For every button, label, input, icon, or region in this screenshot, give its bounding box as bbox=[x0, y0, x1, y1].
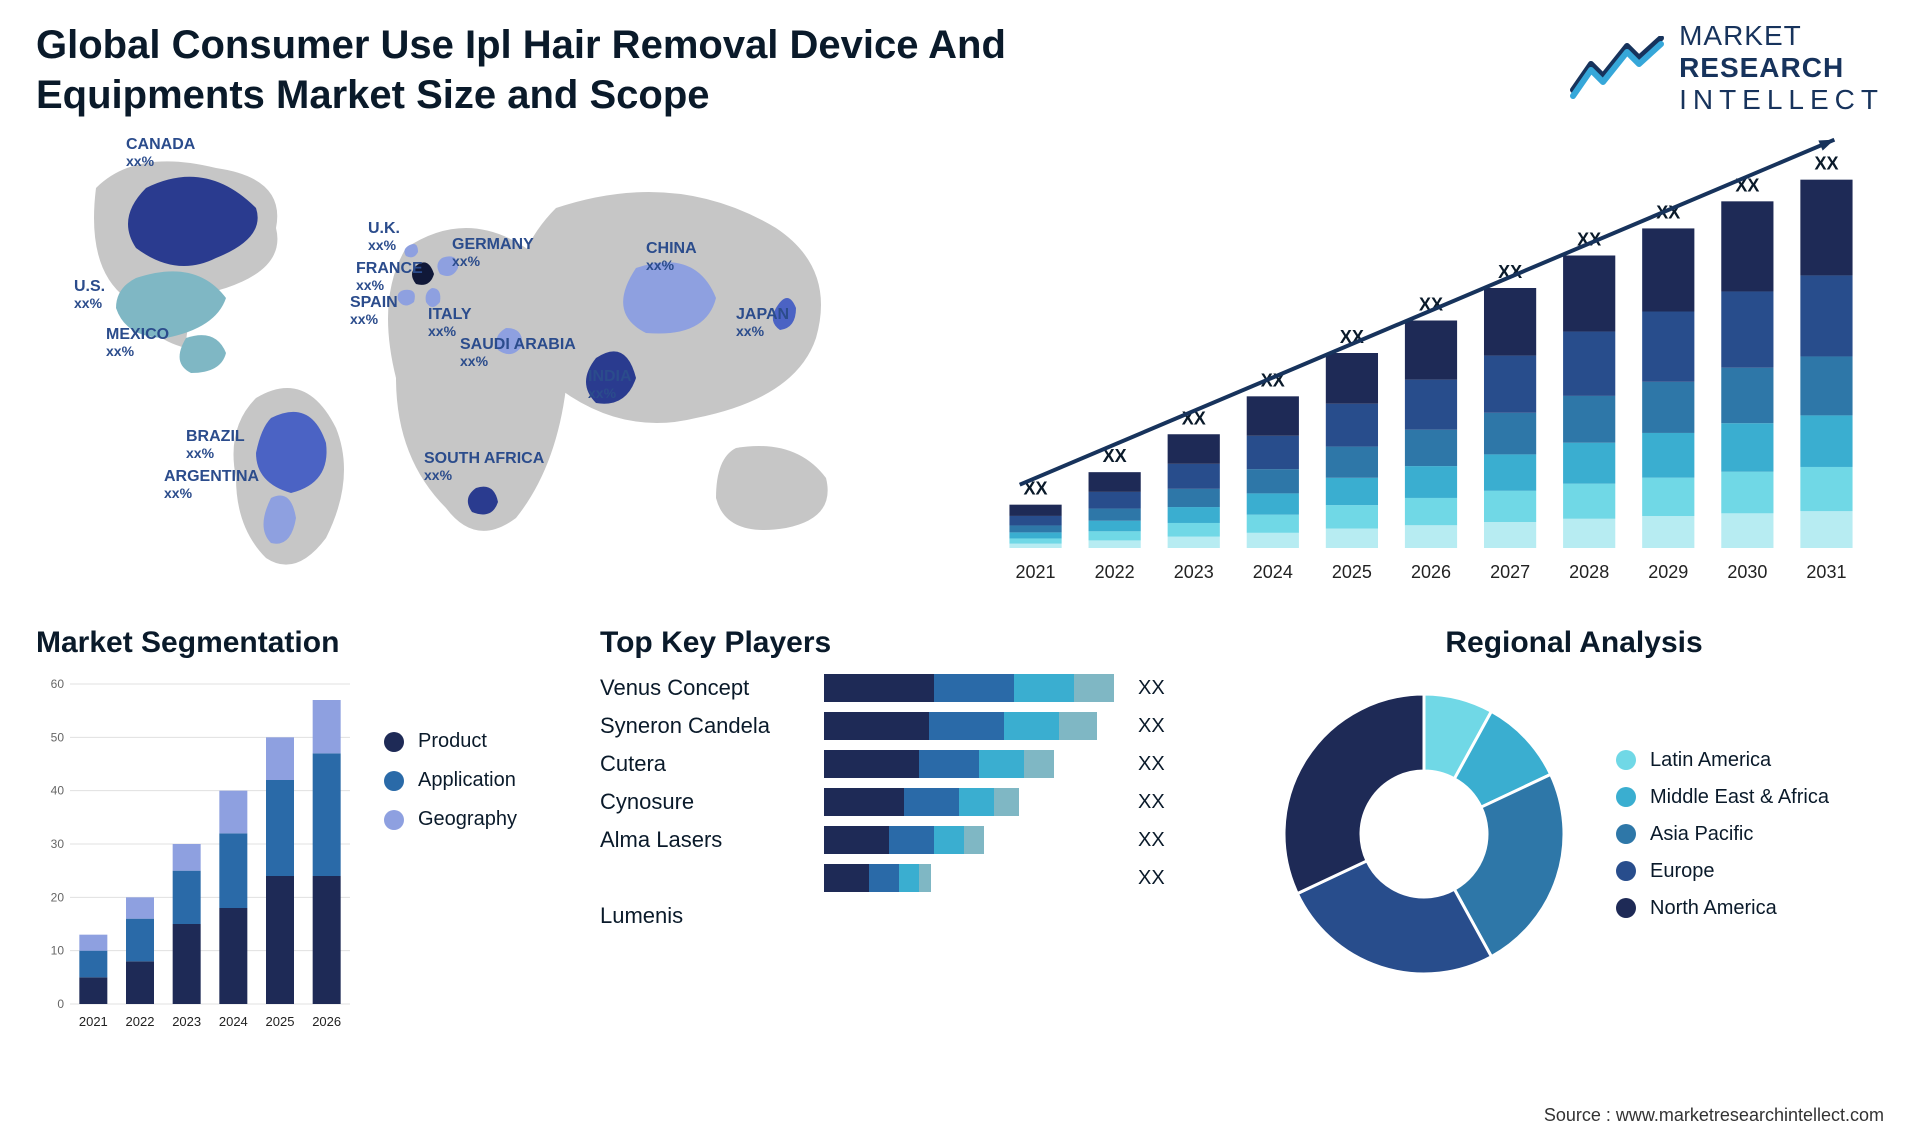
svg-text:2023: 2023 bbox=[172, 1014, 201, 1029]
segmentation-title: Market Segmentation bbox=[36, 626, 556, 660]
player-bar bbox=[824, 674, 1124, 702]
map-label: U.K.xx% bbox=[368, 220, 400, 253]
player-name: Venus Concept bbox=[600, 675, 810, 701]
player-bar bbox=[824, 826, 1124, 854]
player-name: Syneron Candela bbox=[600, 713, 810, 739]
player-value: XX bbox=[1138, 829, 1188, 852]
brand-logo: MARKET RESEARCH INTELLECT bbox=[1569, 20, 1884, 116]
players-title: Top Key Players bbox=[600, 626, 1220, 660]
legend-item: Europe bbox=[1616, 860, 1829, 883]
legend-item: Latin America bbox=[1616, 749, 1829, 772]
player-name: Alma Lasers bbox=[600, 827, 810, 853]
legend-item: Product bbox=[384, 730, 517, 753]
map-label: JAPANxx% bbox=[736, 306, 789, 339]
map-label: CHINAxx% bbox=[646, 240, 697, 273]
svg-text:2025: 2025 bbox=[1332, 562, 1372, 582]
legend-item: Application bbox=[384, 769, 517, 792]
map-label: INDIAxx% bbox=[588, 368, 632, 401]
segmentation-legend: Product Application Geography bbox=[384, 714, 517, 847]
legend-item: North America bbox=[1616, 897, 1829, 920]
svg-text:40: 40 bbox=[51, 784, 65, 798]
legend-item: Geography bbox=[384, 808, 517, 831]
svg-text:20: 20 bbox=[51, 890, 65, 904]
regional-panel: Regional Analysis Latin America Middle Ea… bbox=[1264, 626, 1884, 1086]
regional-legend: Latin America Middle East & Africa Asia Pa… bbox=[1616, 735, 1829, 934]
svg-text:2023: 2023 bbox=[1174, 562, 1214, 582]
segmentation-panel: Market Segmentation 0 10 20 30 40 50 60 2021 202… bbox=[36, 626, 556, 1086]
page-title: Global Consumer Use Ipl Hair Removal Dev… bbox=[36, 20, 1086, 120]
svg-text:30: 30 bbox=[51, 837, 65, 851]
svg-text:2026: 2026 bbox=[312, 1014, 341, 1029]
map-label: CANADAxx% bbox=[126, 136, 195, 169]
svg-text:2024: 2024 bbox=[1253, 562, 1293, 582]
player-row: Syneron Candela XX bbox=[600, 712, 1220, 740]
player-bar bbox=[824, 712, 1124, 740]
regional-donut bbox=[1264, 674, 1584, 994]
map-label: ARGENTINAxx% bbox=[164, 468, 259, 501]
player-value: XX bbox=[1138, 867, 1188, 890]
map-label: SPAINxx% bbox=[350, 294, 398, 327]
svg-text:2025: 2025 bbox=[266, 1014, 295, 1029]
logo-text-1: MARKET bbox=[1679, 20, 1884, 52]
map-label: SAUDI ARABIAxx% bbox=[460, 336, 576, 369]
svg-text:2028: 2028 bbox=[1569, 562, 1609, 582]
svg-text:2021: 2021 bbox=[1016, 562, 1056, 582]
player-name: Lumenis bbox=[600, 903, 810, 929]
player-row: XX bbox=[600, 864, 1220, 892]
player-value: XX bbox=[1138, 715, 1188, 738]
svg-text:XX: XX bbox=[1814, 154, 1838, 174]
svg-text:2022: 2022 bbox=[126, 1014, 155, 1029]
world-map: CANADAxx% U.S.xx%MEXICOxx% BRAZILxx% ARGENT… bbox=[36, 128, 916, 588]
svg-text:50: 50 bbox=[51, 730, 65, 744]
players-list: Venus Concept XX Syneron Candela XX Cutera XX… bbox=[600, 674, 1220, 930]
logo-text-2: RESEARCH bbox=[1679, 52, 1884, 84]
logo-mark-icon bbox=[1569, 36, 1665, 100]
map-label: FRANCExx% bbox=[356, 260, 423, 293]
regional-title: Regional Analysis bbox=[1264, 626, 1884, 660]
svg-text:2031: 2031 bbox=[1806, 562, 1846, 582]
map-label: U.S.xx% bbox=[74, 278, 105, 311]
player-bar bbox=[824, 788, 1124, 816]
svg-text:2029: 2029 bbox=[1648, 562, 1688, 582]
svg-text:60: 60 bbox=[51, 677, 65, 691]
logo-text-3: INTELLECT bbox=[1679, 84, 1884, 116]
svg-text:2022: 2022 bbox=[1095, 562, 1135, 582]
forecast-chart: XX2021XX2022XX2023XX2024XX2025XX2026XX20… bbox=[956, 128, 1876, 588]
svg-text:2024: 2024 bbox=[219, 1014, 248, 1029]
player-bar bbox=[824, 864, 1124, 892]
player-row: Cynosure XX bbox=[600, 788, 1220, 816]
map-label: MEXICOxx% bbox=[106, 326, 169, 359]
map-label: BRAZILxx% bbox=[186, 428, 245, 461]
player-row: Venus Concept XX bbox=[600, 674, 1220, 702]
player-bar bbox=[824, 750, 1124, 778]
player-name: Cutera bbox=[600, 751, 810, 777]
player-value: XX bbox=[1138, 677, 1188, 700]
segmentation-chart: 0 10 20 30 40 50 60 2021 2022 2023 2024 2025 2026 bbox=[36, 674, 356, 1034]
svg-text:2021: 2021 bbox=[79, 1014, 108, 1029]
map-label: ITALYxx% bbox=[428, 306, 472, 339]
svg-text:2026: 2026 bbox=[1411, 562, 1451, 582]
legend-item: Asia Pacific bbox=[1616, 823, 1829, 846]
players-panel: Top Key Players Venus ConceptXXSyneron C… bbox=[600, 626, 1220, 1086]
map-label: SOUTH AFRICAxx% bbox=[424, 450, 544, 483]
source-text: Source : www.marketresearchintellect.com bbox=[1544, 1105, 1884, 1126]
svg-text:10: 10 bbox=[51, 944, 65, 958]
svg-text:0: 0 bbox=[57, 997, 64, 1011]
player-row: Alma Lasers XX bbox=[600, 826, 1220, 854]
map-label: GERMANYxx% bbox=[452, 236, 534, 269]
player-value: XX bbox=[1138, 753, 1188, 776]
legend-item: Middle East & Africa bbox=[1616, 786, 1829, 809]
player-name: Cynosure bbox=[600, 789, 810, 815]
player-row: Cutera XX bbox=[600, 750, 1220, 778]
svg-text:2030: 2030 bbox=[1727, 562, 1767, 582]
player-bar bbox=[824, 902, 1124, 930]
player-row: Lumenis bbox=[600, 902, 1220, 930]
player-value: XX bbox=[1138, 791, 1188, 814]
svg-text:2027: 2027 bbox=[1490, 562, 1530, 582]
